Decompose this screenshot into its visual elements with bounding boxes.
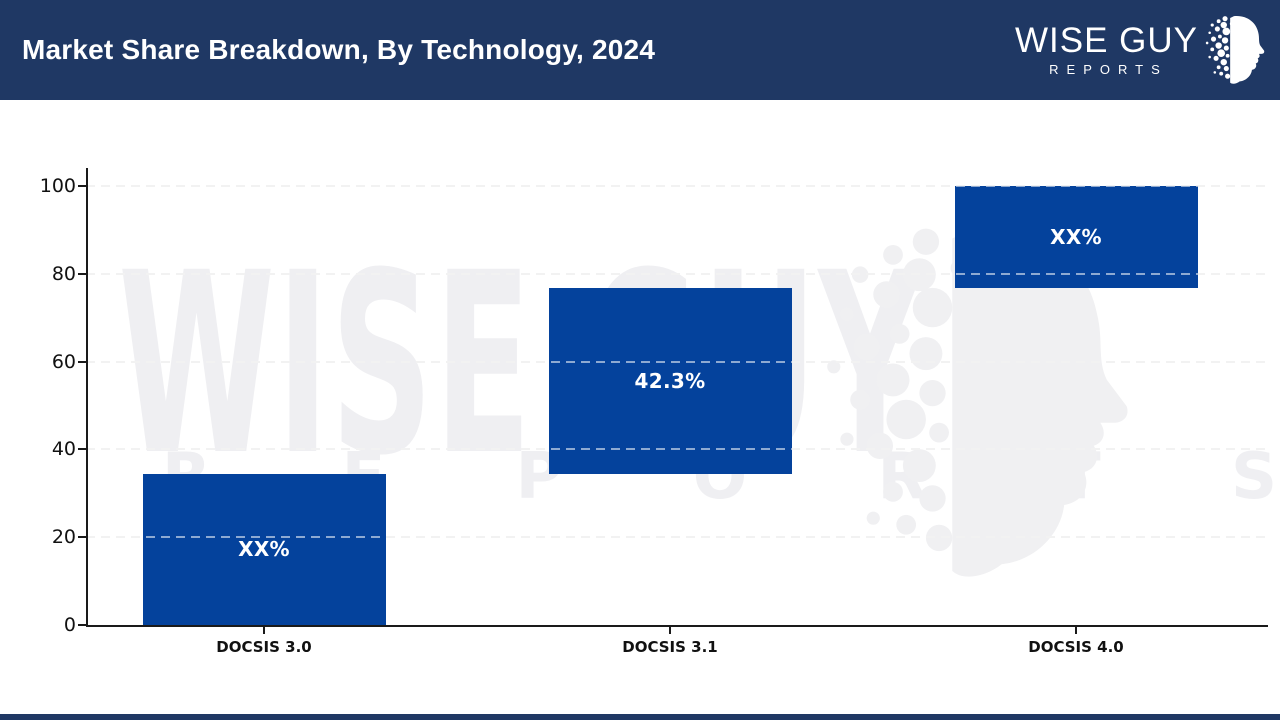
x-tick-label-0: DOCSIS 3.0 (216, 638, 312, 656)
gridline-over-80 (86, 272, 1268, 275)
x-tick-1 (669, 627, 671, 634)
y-tick-40 (78, 448, 86, 451)
gridline-over-20 (86, 536, 1268, 539)
gridline-over-100 (86, 185, 1268, 187)
face-icon (1205, 15, 1265, 84)
y-axis-line (86, 168, 88, 627)
x-tick-2 (1075, 627, 1077, 634)
bar-value-label: XX% (238, 537, 290, 562)
y-tick-label-60: 60 (51, 350, 76, 373)
plot: 0 20 40 60 80 100 XX% 42.3% XX% DOCSIS 3.0 DOCSIS … (0, 100, 1280, 714)
logo-text: WISE GUY REPORTS (1015, 23, 1198, 77)
logo-wordmark: WISE GUY (1014, 21, 1198, 60)
y-tick-80 (78, 272, 86, 275)
y-tick-label-20: 20 (51, 526, 76, 549)
bar-docsis-3-0: XX% (142, 473, 386, 625)
x-axis-line (86, 625, 1268, 627)
header: Market Share Breakdown, By Technology, 2… (0, 0, 1280, 100)
gridline-over-40 (86, 448, 1268, 451)
logo-subtext: REPORTS (1049, 62, 1168, 77)
bar-docsis-4-0: XX% (954, 186, 1198, 288)
y-tick-100 (78, 185, 86, 187)
wise-guy-logo: WISE GUY REPORTS (1015, 10, 1280, 90)
bar-value-label: XX% (1050, 224, 1102, 249)
chart-area: WISE GUY R E P O R T S 0 20 40 60 80 100 XX% 42… (0, 100, 1280, 714)
footer-bar (0, 714, 1280, 720)
bar-value-label: 42.3% (634, 368, 706, 393)
y-tick-20 (78, 536, 86, 539)
y-tick-label-100: 100 (39, 175, 76, 197)
y-tick-label-80: 80 (51, 262, 76, 285)
y-tick-label-40: 40 (51, 438, 76, 461)
y-tick-60 (78, 360, 86, 363)
gridline-over-60 (86, 360, 1268, 363)
bar-docsis-3-1: 42.3% (548, 287, 792, 474)
x-tick-label-1: DOCSIS 3.1 (622, 638, 718, 656)
page-title: Market Share Breakdown, By Technology, 2… (22, 34, 656, 65)
x-tick-0 (263, 627, 265, 634)
x-tick-label-2: DOCSIS 4.0 (1028, 638, 1124, 656)
y-tick-0 (78, 624, 86, 626)
y-tick-label-0: 0 (63, 614, 76, 636)
